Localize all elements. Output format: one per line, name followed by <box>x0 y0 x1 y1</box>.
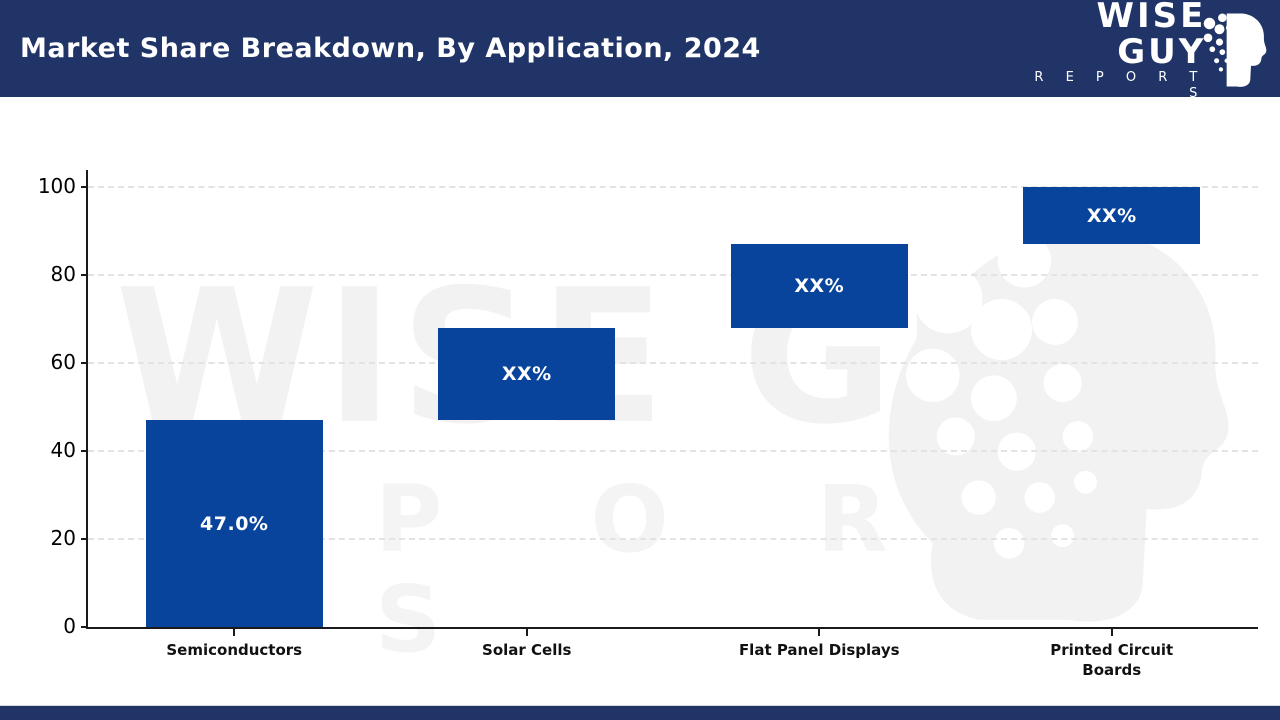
chart-title: Market Share Breakdown, By Application, … <box>20 33 761 64</box>
y-tick-mark-80 <box>81 274 88 276</box>
logo-head-icon <box>1204 13 1267 87</box>
logo-wordmark-line1: WISE GUY <box>1096 0 1207 72</box>
y-tick-label-0: 0 <box>63 614 76 638</box>
bar-value-label-flat-panel-displays: XX% <box>794 274 845 297</box>
bar-value-label-semiconductors: 47.0% <box>200 512 269 535</box>
x-tick-mark-semiconductors <box>233 629 236 636</box>
y-tick-mark-20 <box>81 538 88 540</box>
x-category-label-semiconductors: Semiconductors <box>166 641 303 659</box>
x-tick-mark-flat-panel-displays <box>818 629 821 636</box>
watermark-head-logo <box>855 229 1229 622</box>
y-tick-mark-0 <box>81 626 88 628</box>
bar-printed-circuit-boards: XX% <box>1023 187 1201 245</box>
wise-guy-reports-logo: WISE GUY R E P O R T S <box>1010 0 1270 101</box>
header-bar: Market Share Breakdown, By Application, … <box>0 0 1280 101</box>
footer-bar <box>0 705 1280 720</box>
y-tick-mark-40 <box>81 450 88 452</box>
y-tick-label-80: 80 <box>50 262 76 286</box>
y-tick-mark-100 <box>81 186 88 188</box>
y-tick-mark-60 <box>81 362 88 364</box>
x-axis <box>86 627 1258 629</box>
bar-value-label-solar-cells: XX% <box>501 362 552 385</box>
y-tick-label-60: 60 <box>50 350 76 374</box>
bar-flat-panel-displays: XX% <box>730 244 908 328</box>
logo-wordmark-line2: R E P O R T S <box>1034 70 1207 101</box>
y-tick-label-100: 100 <box>37 174 76 198</box>
gridline-40 <box>88 450 1258 452</box>
x-category-label-printed-circuit-boards: Printed Circuit Boards <box>1050 641 1174 679</box>
y-tick-label-40: 40 <box>50 438 76 462</box>
x-tick-mark-printed-circuit-boards <box>1110 629 1113 636</box>
logo-wordmark: WISE GUY R E P O R T S <box>1010 0 1206 102</box>
bar-value-label-printed-circuit-boards: XX% <box>1086 204 1137 227</box>
gridline-20 <box>88 538 1258 540</box>
gridline-80 <box>88 274 1258 276</box>
bar-solar-cells: XX% <box>438 327 616 421</box>
gridline-100 <box>88 186 1258 188</box>
y-tick-label-20: 20 <box>50 526 76 550</box>
x-category-label-flat-panel-displays: Flat Panel Displays <box>738 641 900 659</box>
y-axis <box>86 170 88 629</box>
x-tick-mark-solar-cells <box>525 629 528 636</box>
gridline-60 <box>88 362 1258 364</box>
x-category-label-solar-cells: Solar Cells <box>482 641 572 659</box>
bar-semiconductors: 47.0% <box>145 420 323 627</box>
